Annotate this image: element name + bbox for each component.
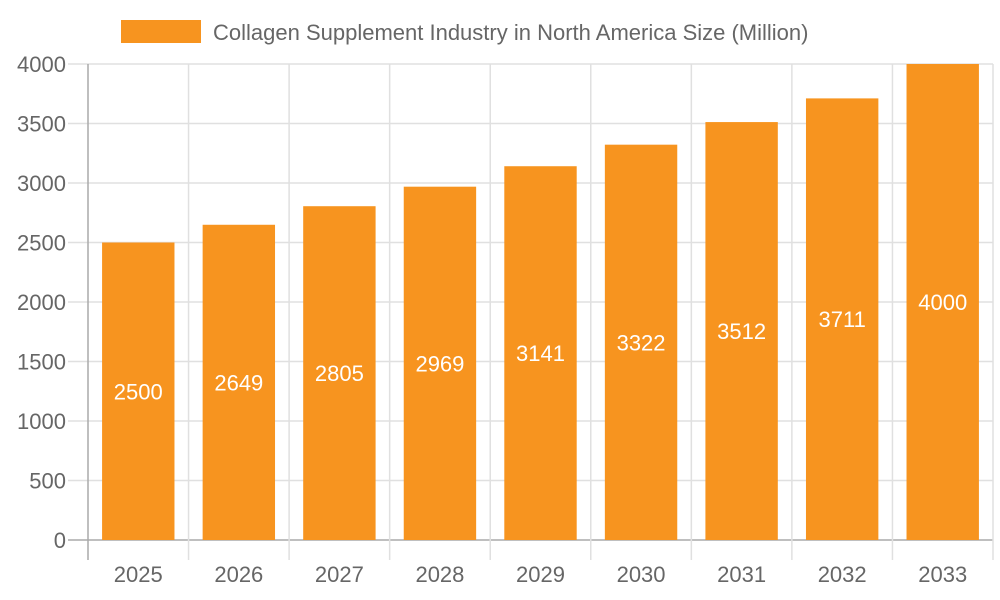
- y-tick-label: 1500: [17, 350, 66, 375]
- y-tick-label: 2000: [17, 290, 66, 315]
- x-tick-label: 2025: [114, 562, 163, 587]
- bar-2025: [102, 242, 175, 540]
- x-tick-label: 2032: [818, 562, 867, 587]
- y-tick-label: 3000: [17, 171, 66, 196]
- x-tick-label: 2026: [214, 562, 263, 587]
- x-tick-label: 2031: [717, 562, 766, 587]
- y-tick-label: 1000: [17, 409, 66, 434]
- bar-2029: [504, 166, 577, 540]
- data-label-2028: 2969: [415, 351, 464, 376]
- y-tick-label: 4000: [17, 52, 66, 77]
- y-tick-label: 3500: [17, 112, 66, 137]
- bar-2031: [705, 122, 778, 541]
- bar-2026: [202, 224, 276, 541]
- x-tick-label: 2029: [516, 562, 565, 587]
- data-label-2025: 2500: [114, 379, 163, 404]
- bar-2028: [403, 186, 477, 540]
- y-tick-label: 500: [29, 469, 66, 494]
- data-label-2029: 3141: [516, 341, 565, 366]
- x-tick-label: 2033: [918, 562, 967, 587]
- data-label-2030: 3322: [617, 330, 666, 355]
- data-label-2026: 2649: [214, 370, 263, 395]
- bar-2027: [303, 206, 376, 540]
- x-tick-label: 2028: [415, 562, 464, 587]
- bar-2030: [604, 144, 678, 540]
- x-tick-label: 2027: [315, 562, 364, 587]
- legend-swatch: [121, 20, 201, 43]
- bar-2032: [805, 98, 879, 541]
- legend-label: Collagen Supplement Industry in North Am…: [213, 20, 808, 45]
- x-tick-label: 2030: [617, 562, 666, 587]
- y-tick-label: 0: [54, 528, 66, 553]
- data-label-2032: 3711: [819, 307, 866, 332]
- bar-2033: [906, 64, 979, 540]
- legend[interactable]: Collagen Supplement Industry in North Am…: [121, 20, 808, 45]
- data-label-2033: 4000: [918, 290, 967, 315]
- data-label-2027: 2805: [315, 361, 364, 386]
- data-label-2031: 3512: [717, 319, 766, 344]
- y-tick-label: 2500: [17, 231, 66, 256]
